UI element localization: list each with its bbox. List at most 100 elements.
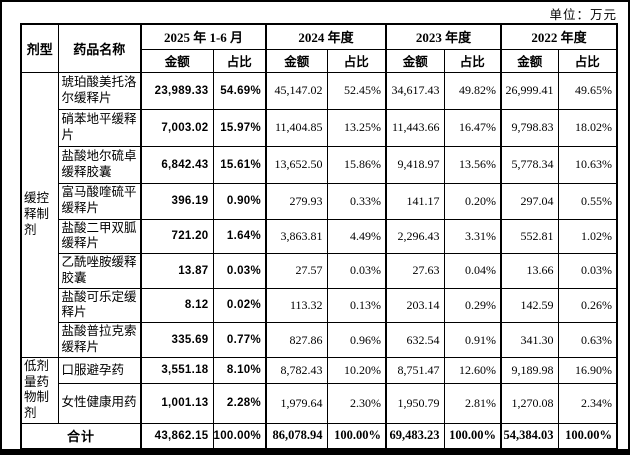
- amount-2024-cell: 27.57: [265, 252, 328, 289]
- amount-2024-cell: 45,147.02: [265, 71, 328, 110]
- header-amount-2022: 金额: [500, 48, 559, 73]
- amount-2025-cell: 396.19: [140, 182, 214, 220]
- header-period-2022: 2022 年度: [500, 23, 618, 50]
- ratio-2022-cell: 18.02%: [557, 108, 618, 147]
- ratio-2024-cell: 52.45%: [326, 71, 387, 110]
- header-dosage-form: 剂型: [20, 23, 59, 73]
- ratio-2025-cell: 1.64%: [212, 218, 267, 254]
- ratio-2023-cell: 0.29%: [443, 287, 502, 324]
- amount-2023-cell: 34,617.43: [385, 71, 445, 110]
- table-row: 乙酰唑胺缓释胶囊 13.87 0.03% 27.57 0.03% 27.63 0.04% 13…: [21, 252, 618, 289]
- ratio-2024-cell: 15.86%: [326, 145, 387, 184]
- ratio-2022-cell: 0.26%: [557, 287, 618, 324]
- ratio-2023-cell: 3.31%: [443, 218, 502, 254]
- drug-name-cell: 乙酰唑胺缓释胶囊: [57, 252, 142, 289]
- ratio-2023-cell: 16.47%: [443, 108, 502, 147]
- ratio-2025-cell: 54.69%: [212, 71, 267, 110]
- amount-2022-cell: 9,189.98: [500, 357, 559, 384]
- table-row: 缓控释制剂 琥珀酸美托洛尔缓释片 23,989.33 54.69% 45,147.02 5…: [20, 71, 618, 358]
- table-row: 富马酸喹硫平缓释片 396.19 0.90% 279.93 0.33% 141.17 0.2…: [21, 182, 618, 220]
- amount-2023-cell: 203.14: [385, 287, 445, 324]
- amount-2022-cell: 9,798.83: [500, 108, 559, 147]
- amount-2024-cell: 13,652.50: [265, 145, 328, 184]
- revenue-table: 剂型 药品名称 2025 年 1-6 月 2024 年度 2023 年度 202…: [20, 23, 618, 450]
- amount-2023-cell: 632.54: [385, 322, 445, 358]
- ratio-2022-cell: 2.34%: [557, 382, 618, 424]
- ratio-2024-cell: 13.25%: [326, 108, 387, 147]
- amount-2023-cell: 27.63: [385, 252, 445, 289]
- drug-name-cell: 盐酸地尔硫卓缓释胶囊: [57, 145, 142, 184]
- ratio-2025-cell: 0.77%: [212, 322, 267, 358]
- amount-2024-cell: 1,979.64: [265, 382, 328, 424]
- ratio-2022-cell: 49.65%: [557, 71, 618, 110]
- ratio-2025-cell: 0.90%: [212, 182, 267, 220]
- drug-name-cell: 琥珀酸美托洛尔缓释片: [57, 71, 142, 110]
- total-ratio-2025-cell: 100.00%: [212, 422, 267, 450]
- ratio-2024-cell: 0.96%: [326, 322, 387, 358]
- header-ratio-2025: 占比: [212, 48, 267, 73]
- ratio-2025-cell: 2.28%: [212, 382, 267, 424]
- amount-2025-cell: 13.87: [140, 252, 214, 289]
- amount-2024-cell: 113.32: [265, 287, 328, 324]
- header-drug-name: 药品名称: [57, 23, 142, 73]
- table-row: 女性健康用药 1,001.13 2.28% 1,979.64 2.30% 1,950.79…: [21, 382, 618, 424]
- table-row: 硝苯地平缓释片 7,003.02 15.97% 11,404.85 13.25% 11,4…: [21, 108, 618, 147]
- drug-name-cell: 口服避孕药: [57, 357, 142, 384]
- ratio-2023-cell: 13.56%: [443, 145, 502, 184]
- amount-2023-cell: 141.17: [385, 182, 445, 220]
- total-amount-2023-cell: 69,483.23: [385, 422, 445, 450]
- total-ratio-2024-cell: 100.00%: [326, 422, 387, 450]
- ratio-2024-cell: 0.13%: [326, 287, 387, 324]
- amount-2022-cell: 13.66: [500, 252, 559, 289]
- ratio-2025-cell: 8.10%: [212, 357, 267, 384]
- amount-2022-cell: 142.59: [500, 287, 559, 324]
- amount-2023-cell: 9,418.97: [385, 145, 445, 184]
- amount-2025-cell: 7,003.02: [140, 108, 214, 147]
- drug-name-cell: 盐酸可乐定缓释片: [57, 287, 142, 324]
- header-ratio-2023: 占比: [443, 48, 502, 73]
- header-period-2023: 2023 年度: [385, 23, 502, 50]
- ratio-2025-cell: 15.97%: [212, 108, 267, 147]
- table-row: 盐酸普拉克索缓释片 335.69 0.77% 827.86 0.96% 632.54 0.9…: [21, 322, 618, 358]
- ratio-2023-cell: 2.81%: [443, 382, 502, 424]
- amount-2023-cell: 2,296.43: [385, 218, 445, 254]
- ratio-2022-cell: 0.55%: [557, 182, 618, 220]
- header-ratio-2022: 占比: [557, 48, 618, 73]
- amount-2023-cell: 1,950.79: [385, 382, 445, 424]
- table-row: 盐酸二甲双胍缓释片 721.20 1.64% 3,863.81 4.49% 2,296.4…: [21, 218, 618, 254]
- header-amount-2025: 金额: [140, 48, 214, 73]
- amount-2025-cell: 6,842.43: [140, 145, 214, 184]
- ratio-2024-cell: 10.20%: [326, 357, 387, 384]
- ratio-2022-cell: 1.02%: [557, 218, 618, 254]
- total-row: 合计 43,862.15 100.00% 86,078.94 100.00% 69,483…: [20, 422, 618, 450]
- amount-2022-cell: 552.81: [500, 218, 559, 254]
- amount-2025-cell: 23,989.33: [140, 71, 214, 110]
- ratio-2025-cell: 15.61%: [212, 145, 267, 184]
- total-amount-2024-cell: 86,078.94: [265, 422, 328, 450]
- dosage-form-cell: 低剂量药物制剂: [20, 357, 59, 424]
- ratio-2023-cell: 0.20%: [443, 182, 502, 220]
- total-ratio-2022-cell: 100.00%: [557, 422, 618, 450]
- header-amount-2023: 金额: [385, 48, 445, 73]
- unit-label: 单位：万元: [549, 8, 617, 22]
- total-amount-2022-cell: 54,384.03: [500, 422, 559, 450]
- header-period-2024: 2024 年度: [265, 23, 387, 50]
- ratio-2024-cell: 0.03%: [326, 252, 387, 289]
- table-row: 盐酸地尔硫卓缓释胶囊 6,842.43 15.61% 13,652.50 15.86% 9…: [21, 145, 618, 184]
- dosage-form-cell: 缓控释制剂: [20, 71, 59, 358]
- drug-name-cell: 盐酸二甲双胍缓释片: [57, 218, 142, 254]
- amount-2023-cell: 8,751.47: [385, 357, 445, 384]
- ratio-2023-cell: 0.91%: [443, 322, 502, 358]
- amount-2022-cell: 341.30: [500, 322, 559, 358]
- ratio-2025-cell: 0.02%: [212, 287, 267, 324]
- table-row: 低剂量药物制剂 口服避孕药 3,551.18 8.10% 8,782.43 10.20% 8…: [20, 357, 618, 424]
- total-label-cell: 合计: [20, 422, 142, 450]
- header-row-periods: 剂型 药品名称 2025 年 1-6 月 2024 年度 2023 年度 202…: [20, 23, 618, 73]
- amount-2024-cell: 8,782.43: [265, 357, 328, 384]
- ratio-2024-cell: 0.33%: [326, 182, 387, 220]
- amount-2022-cell: 5,778.34: [500, 145, 559, 184]
- amount-2022-cell: 297.04: [500, 182, 559, 220]
- table-row: 盐酸可乐定缓释片 8.12 0.02% 113.32 0.13% 203.14 0.29% 1…: [21, 287, 618, 324]
- drug-name-cell: 盐酸普拉克索缓释片: [57, 322, 142, 358]
- drug-name-cell: 富马酸喹硫平缓释片: [57, 182, 142, 220]
